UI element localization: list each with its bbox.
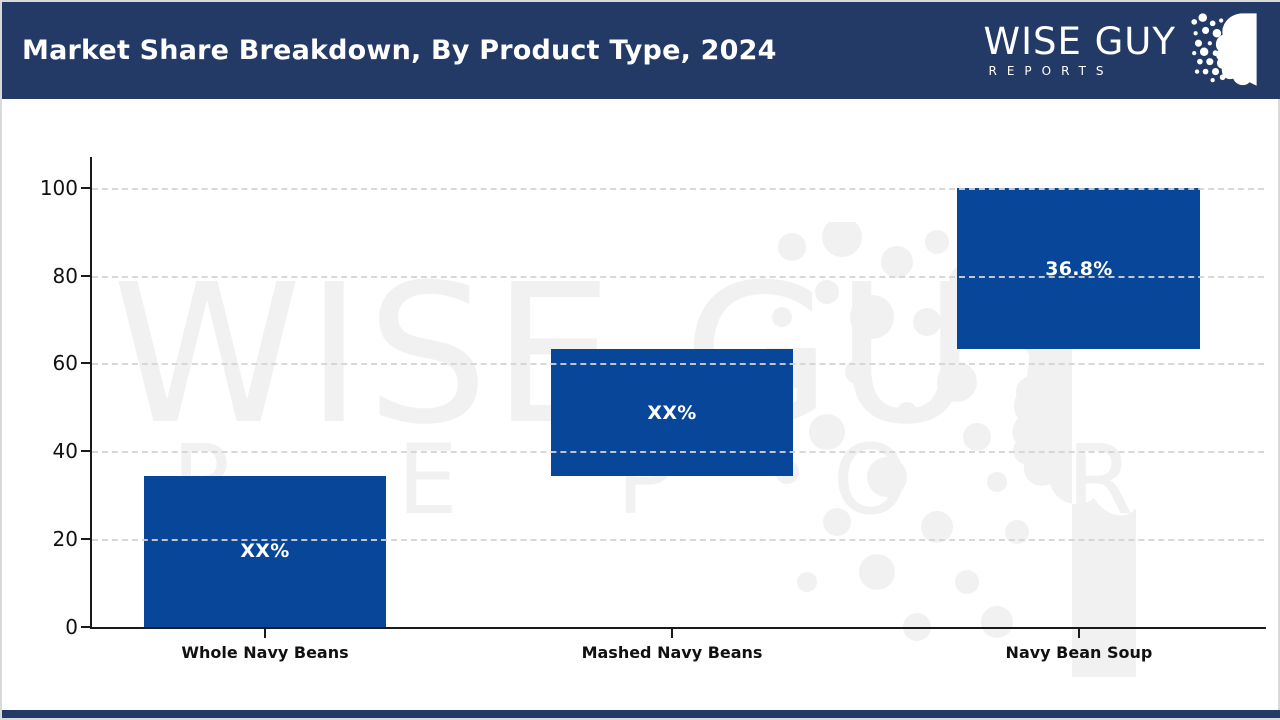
y-tick-mark [81, 626, 90, 628]
footer-bar [2, 710, 1280, 718]
y-tick-label: 40 [52, 439, 78, 464]
y-tick-label: 80 [52, 263, 78, 288]
x-category-label: Mashed Navy Beans [581, 643, 763, 662]
logo-subtitle: REPORTS [988, 64, 1114, 78]
y-tick-label: 20 [52, 527, 78, 552]
gridline-y-20 [92, 539, 1264, 542]
y-tick-mark [81, 362, 90, 365]
page-title: Market Share Breakdown, By Product Type,… [22, 35, 777, 66]
x-category-label: Navy Bean Soup [1005, 643, 1153, 662]
plot-area: 0 20 40 60 80 100 XX% Whole Navy Beans XX% Mashed… [40, 157, 1266, 662]
bar-value-label: XX% [240, 540, 290, 563]
bar-navy-bean-soup: 36.8% [957, 187, 1201, 350]
gridline-y-60 [92, 363, 1264, 366]
y-tick-label: 100 [39, 175, 78, 200]
bar-value-label: 36.8% [1045, 257, 1113, 280]
y-tick-mark [81, 450, 90, 453]
bar-value-label: XX% [647, 401, 697, 424]
x-tick-mark [263, 629, 266, 638]
logo-wordmark: WISE GUY [983, 20, 1176, 63]
bar-mashed-navy-beans: XX% [550, 349, 794, 476]
x-category-label: Whole Navy Beans [181, 643, 349, 662]
y-tick-label: 60 [52, 351, 78, 376]
y-tick-mark [81, 274, 90, 277]
wiseguy-face-icon [1191, 12, 1257, 86]
wiseguy-logo-text: WISE GUY REPORTS [984, 23, 1176, 78]
y-tick-mark [81, 538, 90, 541]
header: Market Share Breakdown, By Product Type,… [2, 2, 1280, 99]
wiseguy-logo: WISE GUY REPORTS [984, 12, 1280, 90]
x-tick-mark [671, 629, 674, 638]
y-axis-line [90, 157, 92, 629]
x-tick-mark [1077, 629, 1080, 638]
x-axis-line [90, 627, 1266, 629]
y-tick-label: 0 [65, 615, 78, 639]
y-tick-mark [81, 186, 90, 189]
gridline-y-100 [92, 187, 1264, 190]
bar-whole-navy-beans: XX% [143, 475, 387, 627]
gridline-y-40 [92, 451, 1264, 454]
gridline-y-80 [92, 275, 1264, 278]
